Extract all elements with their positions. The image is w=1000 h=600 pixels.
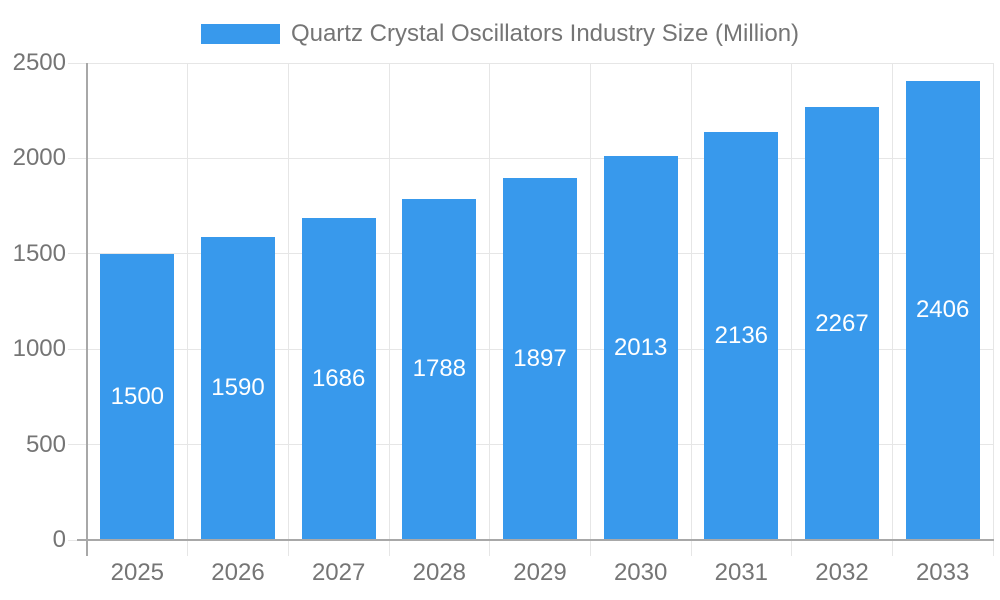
y-axis-tick bbox=[68, 253, 87, 255]
x-axis-label: 2029 bbox=[513, 559, 567, 586]
vertical-gridline bbox=[388, 63, 390, 556]
x-axis-label: 2032 bbox=[815, 559, 869, 586]
bar[interactable]: 1686 bbox=[301, 218, 376, 540]
bar-value-label: 1788 bbox=[412, 355, 467, 383]
bar-value-label: 2136 bbox=[714, 322, 769, 350]
bar-value-label: 1500 bbox=[110, 382, 165, 410]
bar[interactable]: 2267 bbox=[805, 107, 879, 540]
vertical-gridline bbox=[992, 63, 994, 556]
bar[interactable]: 2406 bbox=[905, 80, 980, 540]
vertical-gridline bbox=[589, 63, 591, 556]
bar-value-label: 1686 bbox=[311, 365, 366, 393]
bar-value-label: 1590 bbox=[211, 374, 265, 402]
x-axis-label: 2031 bbox=[714, 559, 769, 586]
bar-value-label: 2267 bbox=[815, 309, 869, 337]
x-axis-label: 2028 bbox=[412, 559, 467, 586]
x-axis-label: 2027 bbox=[311, 559, 366, 586]
vertical-gridline bbox=[187, 63, 189, 556]
horizontal-gridline bbox=[87, 62, 993, 64]
y-axis-label: 0 bbox=[52, 526, 66, 553]
legend-swatch-icon bbox=[200, 24, 280, 44]
vertical-gridline bbox=[791, 63, 793, 556]
vertical-gridline bbox=[489, 63, 491, 556]
bar[interactable]: 1788 bbox=[402, 198, 477, 540]
y-axis-label: 1000 bbox=[12, 335, 66, 363]
x-axis-label: 2026 bbox=[211, 559, 265, 586]
y-axis-label: 2000 bbox=[12, 144, 66, 172]
bar[interactable]: 2136 bbox=[704, 132, 779, 540]
y-axis-tick bbox=[68, 62, 87, 64]
x-axis-line bbox=[77, 539, 994, 541]
bar-value-label: 1897 bbox=[513, 345, 567, 373]
bar[interactable]: 1897 bbox=[503, 178, 577, 540]
bar[interactable]: 2013 bbox=[603, 155, 678, 540]
vertical-gridline bbox=[690, 63, 692, 556]
legend-label: Quartz Crystal Oscillators Industry Size… bbox=[290, 20, 800, 47]
y-axis-tick bbox=[68, 444, 87, 446]
y-axis-tick bbox=[68, 157, 87, 159]
x-axis-label: 2030 bbox=[613, 559, 668, 586]
bar[interactable]: 1590 bbox=[201, 236, 275, 540]
y-axis-label: 1500 bbox=[12, 239, 66, 267]
bar-value-label: 2406 bbox=[915, 296, 970, 324]
legend[interactable]: Quartz Crystal Oscillators Industry Size… bbox=[0, 19, 1000, 49]
y-axis-label: 2500 bbox=[12, 49, 66, 76]
x-axis-label: 2033 bbox=[915, 559, 970, 586]
vertical-gridline bbox=[891, 63, 893, 556]
y-axis-tick bbox=[68, 348, 87, 350]
y-axis-line bbox=[86, 63, 88, 556]
vertical-gridline bbox=[287, 63, 289, 556]
horizontal-gridline bbox=[87, 157, 993, 159]
bar[interactable]: 1500 bbox=[100, 253, 175, 540]
bar-value-label: 2013 bbox=[613, 333, 668, 361]
y-axis-label: 500 bbox=[25, 430, 66, 458]
x-axis-label: 2025 bbox=[110, 559, 165, 586]
